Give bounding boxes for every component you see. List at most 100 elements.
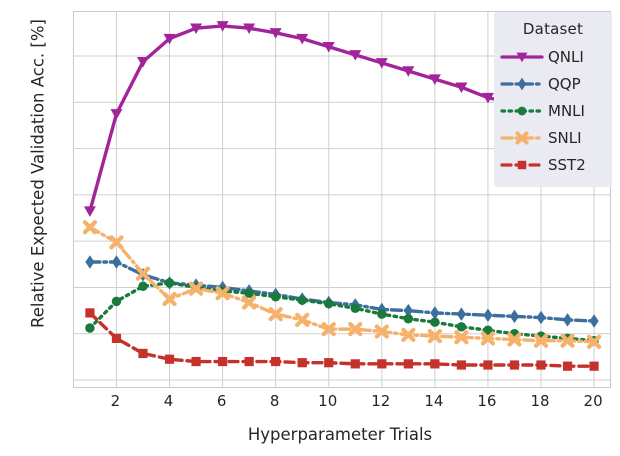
legend-swatch (500, 52, 544, 62)
data-point (215, 286, 230, 301)
legend-title: Dataset (522, 20, 584, 38)
data-point (85, 308, 95, 318)
data-point (243, 23, 256, 34)
data-point (296, 33, 309, 45)
data-point (517, 77, 527, 90)
data-point (562, 313, 573, 327)
data-point (83, 206, 96, 217)
data-point (85, 255, 95, 269)
data-point (589, 361, 599, 371)
data-point (454, 330, 469, 345)
legend-item-qqp[interactable]: QQP (500, 70, 606, 97)
data-point (162, 291, 177, 307)
data-point (349, 50, 362, 61)
data-point (401, 327, 416, 343)
data-point (323, 298, 334, 309)
data-point (244, 288, 254, 298)
data-point (562, 361, 573, 371)
data-point (188, 281, 204, 296)
data-point (163, 33, 176, 45)
data-point (321, 322, 336, 337)
data-point (455, 82, 468, 93)
data-point (242, 295, 257, 310)
legend-item-qnli[interactable]: QNLI (500, 43, 606, 70)
data-point (111, 255, 122, 269)
data-point (403, 303, 413, 318)
legend-item-mnli[interactable]: MNLI (500, 97, 606, 124)
legend-label: SST2 (548, 155, 586, 174)
data-point (483, 360, 493, 370)
data-point (403, 359, 413, 369)
data-point (456, 322, 467, 332)
data-point (350, 303, 361, 314)
data-point (322, 41, 335, 53)
data-point (430, 306, 440, 320)
data-point (270, 291, 281, 302)
legend-label: SNLI (548, 128, 582, 147)
data-point (164, 278, 175, 288)
data-point (109, 235, 124, 250)
data-point (138, 348, 148, 359)
data-point (427, 328, 442, 344)
legend: Dataset QNLI QQP MNLI SNLI SST2 (494, 12, 612, 187)
data-point (138, 281, 148, 292)
data-point (295, 312, 310, 327)
data-point (111, 333, 122, 343)
data-point (430, 317, 440, 327)
series-line (88, 260, 596, 323)
data-point (515, 130, 529, 145)
data-point (507, 332, 522, 347)
legend-item-sst2[interactable]: SST2 (500, 151, 606, 178)
data-point (483, 308, 493, 322)
series-sst2 (85, 308, 599, 371)
data-point (377, 309, 387, 319)
data-point (111, 296, 122, 307)
data-point (560, 333, 575, 348)
x-tick-label: 2 (110, 392, 121, 410)
data-point (480, 331, 496, 346)
legend-swatch (500, 77, 544, 90)
data-point (82, 220, 98, 235)
x-tick-label: 6 (216, 392, 227, 410)
data-point (374, 324, 389, 339)
data-point (350, 359, 360, 369)
data-point (456, 360, 467, 370)
data-point (110, 109, 123, 120)
data-point (216, 21, 229, 32)
series-mnli (85, 278, 599, 346)
data-point (589, 314, 599, 328)
legend-label: QQP (548, 74, 581, 93)
data-point (268, 306, 283, 322)
data-point (377, 359, 387, 369)
data-point (348, 322, 363, 337)
data-point (324, 358, 334, 368)
x-tick-label: 16 (477, 392, 497, 410)
legend-swatch (500, 130, 544, 145)
data-point (191, 356, 201, 367)
data-point (456, 307, 467, 321)
series-snli (82, 220, 602, 349)
data-point (269, 28, 282, 39)
data-point (533, 333, 549, 348)
data-point (536, 360, 546, 370)
data-point (164, 354, 175, 364)
data-point (402, 66, 415, 77)
x-tick-label: 14 (424, 392, 444, 410)
data-point (190, 23, 203, 34)
data-point (536, 310, 546, 325)
chart-canvas (74, 12, 610, 387)
data-point (430, 359, 440, 369)
x-tick-label: 12 (371, 392, 391, 410)
data-point (85, 323, 95, 333)
legend-swatch (500, 106, 544, 115)
data-point (481, 92, 494, 104)
legend-item-snli[interactable]: SNLI (500, 124, 606, 151)
data-point (271, 356, 281, 367)
data-point (509, 309, 520, 324)
legend-label: MNLI (548, 101, 585, 120)
x-tick-label: 18 (530, 392, 550, 410)
legend-entries: QNLI QQP MNLI SNLI SST2 (500, 43, 606, 178)
data-point (516, 52, 528, 62)
legend-swatch (500, 160, 544, 169)
data-point (244, 356, 254, 367)
